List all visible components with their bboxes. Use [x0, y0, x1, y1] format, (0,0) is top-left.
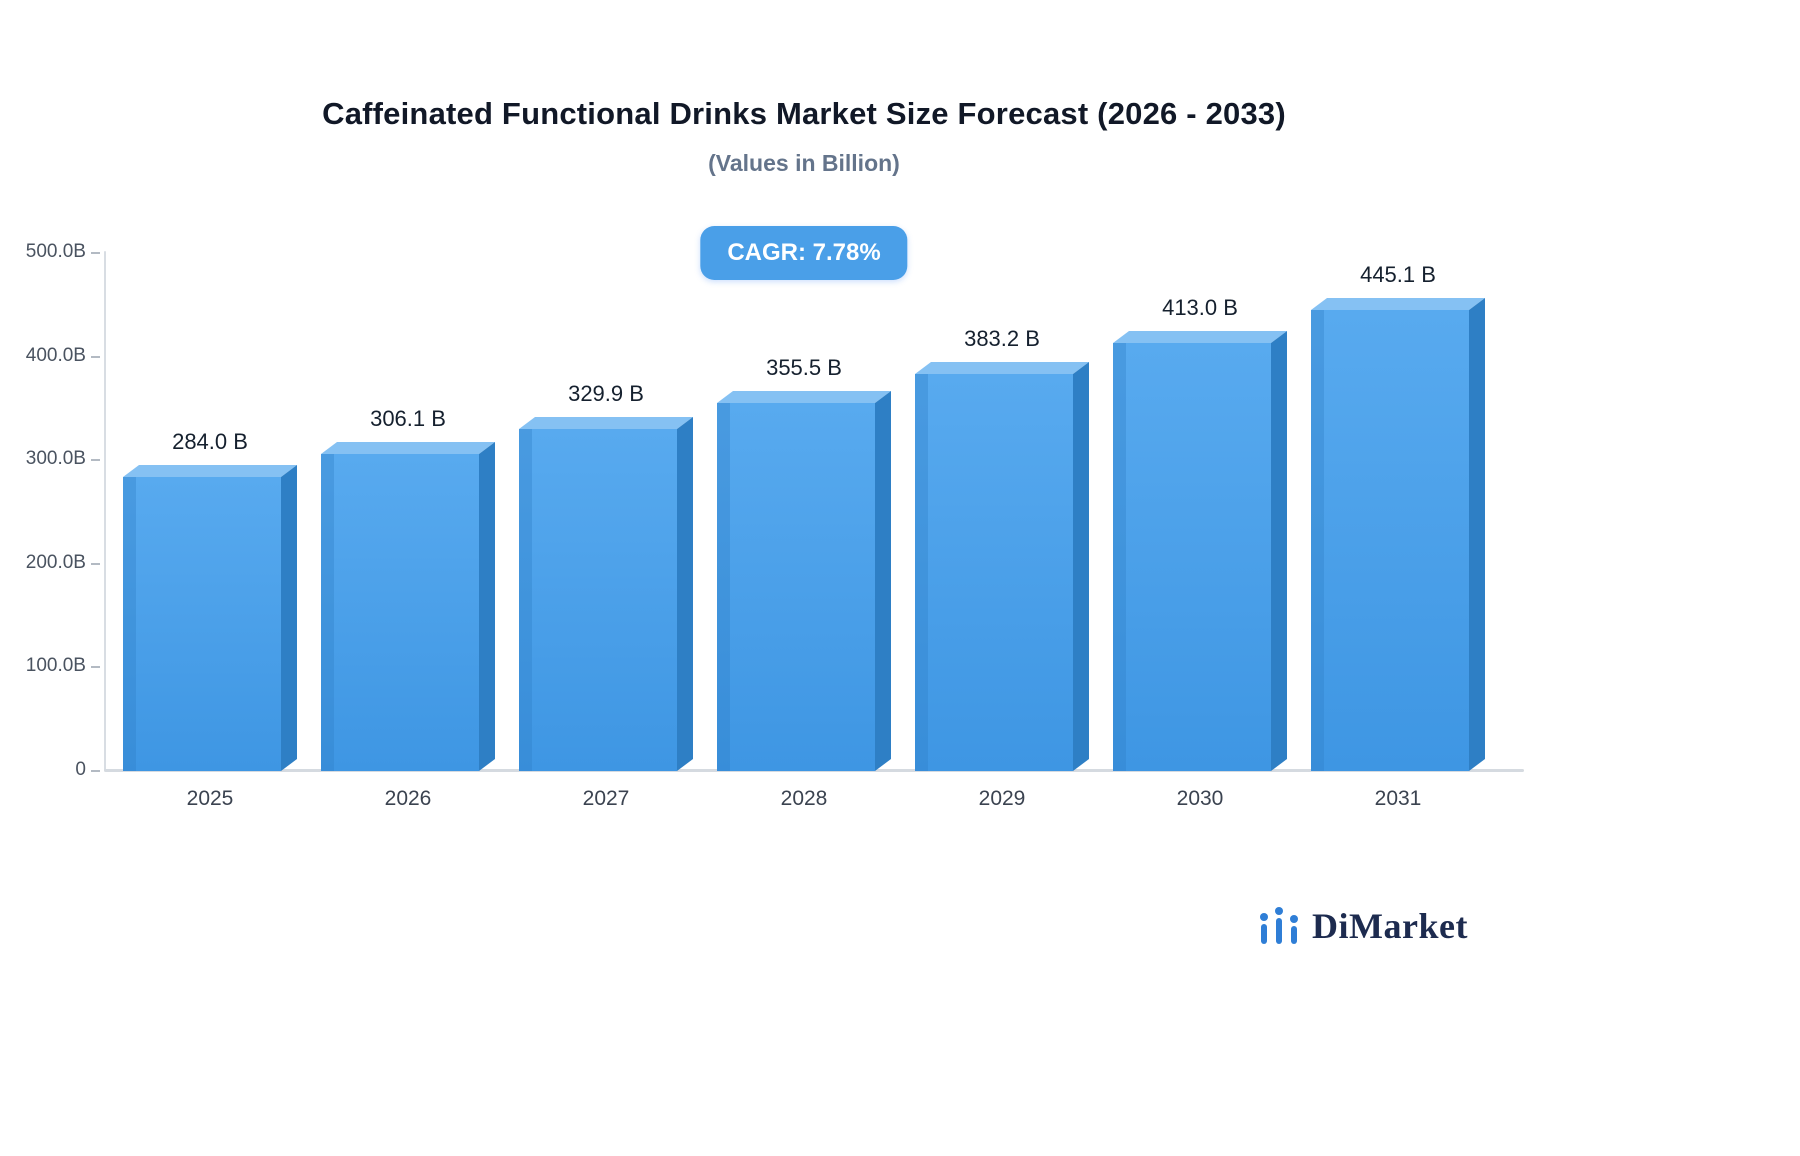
brand-logo: DiMarket — [1256, 903, 1468, 949]
y-axis-tick-mark — [91, 666, 100, 669]
bar-front-face — [321, 454, 479, 771]
y-axis-tick-mark — [91, 770, 100, 772]
x-axis-label: 2027 — [582, 787, 630, 810]
bar-front-face — [915, 374, 1073, 771]
bar-left-shade — [915, 374, 928, 771]
bar-value-label: 445.1 B — [1360, 262, 1436, 287]
bar-2025 — [123, 465, 297, 771]
y-axis-tick-label: 0 — [75, 759, 86, 780]
bar-value-label: 284.0 B — [172, 429, 248, 454]
bar-left-shade — [519, 429, 532, 771]
bar-value-label: 383.2 B — [964, 326, 1040, 351]
bar-side-face — [1469, 298, 1485, 771]
mini-bar-chart-icon — [1260, 907, 1299, 944]
bar-side-face — [1073, 362, 1089, 771]
bar-left-shade — [1113, 343, 1126, 771]
bar-2028 — [717, 391, 891, 771]
bar-side-face — [1271, 331, 1287, 771]
bar-top-face — [519, 417, 693, 429]
chart-subtitle: (Values in Billion) — [708, 150, 900, 176]
bar-side-face — [281, 465, 297, 771]
x-axis-label: 2030 — [1176, 787, 1224, 810]
bar-value-label: 329.9 B — [568, 381, 644, 406]
bar-front-face — [1113, 343, 1271, 771]
chart-title: Caffeinated Functional Drinks Market Siz… — [322, 96, 1286, 131]
bar-top-face — [321, 442, 495, 454]
x-axis-label: 2026 — [384, 787, 432, 810]
x-axis-label: 2029 — [978, 787, 1026, 810]
bar-front-face — [519, 429, 677, 771]
bar-left-shade — [123, 477, 136, 771]
bar-value-label: 355.5 B — [766, 355, 842, 380]
y-axis-line — [104, 251, 106, 771]
y-axis-tick-mark — [91, 562, 100, 565]
bar-top-face — [717, 391, 891, 403]
bar-top-face — [1113, 331, 1287, 343]
bar-side-face — [875, 391, 891, 771]
x-axis-label: 2025 — [186, 787, 234, 810]
bar-left-shade — [1311, 310, 1324, 771]
y-axis-tick-mark — [91, 459, 100, 462]
bar-value-label: 306.1 B — [370, 406, 446, 431]
bar-top-face — [123, 465, 297, 477]
bar-side-face — [479, 442, 495, 771]
bar-front-face — [123, 477, 281, 771]
y-axis-tick-label: 500.0B — [25, 241, 86, 262]
bar-2027 — [519, 417, 693, 771]
bar-left-shade — [717, 403, 730, 771]
bar-left-shade — [321, 454, 334, 771]
y-axis-tick-mark — [91, 355, 100, 358]
bar-top-face — [1311, 298, 1485, 310]
x-axis-label: 2028 — [780, 787, 828, 810]
bar-2029 — [915, 362, 1089, 771]
cagr-badge: CAGR: 7.78% — [700, 226, 908, 280]
bar-2030 — [1113, 331, 1287, 771]
bar-2031 — [1311, 298, 1485, 771]
bar-front-face — [1311, 310, 1469, 771]
y-axis-tick-label: 300.0B — [25, 448, 86, 470]
logo-text: DiMarket — [1312, 906, 1468, 946]
y-axis-tick-label: 100.0B — [25, 655, 86, 677]
bar-value-label: 413.0 B — [1162, 295, 1238, 320]
bar-2026 — [321, 442, 495, 771]
bar-side-face — [677, 417, 693, 771]
bar-front-face — [717, 403, 875, 771]
y-axis-tick-label: 400.0B — [25, 344, 86, 366]
x-axis-label: 2031 — [1374, 787, 1422, 810]
y-axis-tick-label: 200.0B — [25, 551, 86, 573]
bar-top-face — [915, 362, 1089, 374]
y-axis-tick-mark — [91, 252, 100, 254]
